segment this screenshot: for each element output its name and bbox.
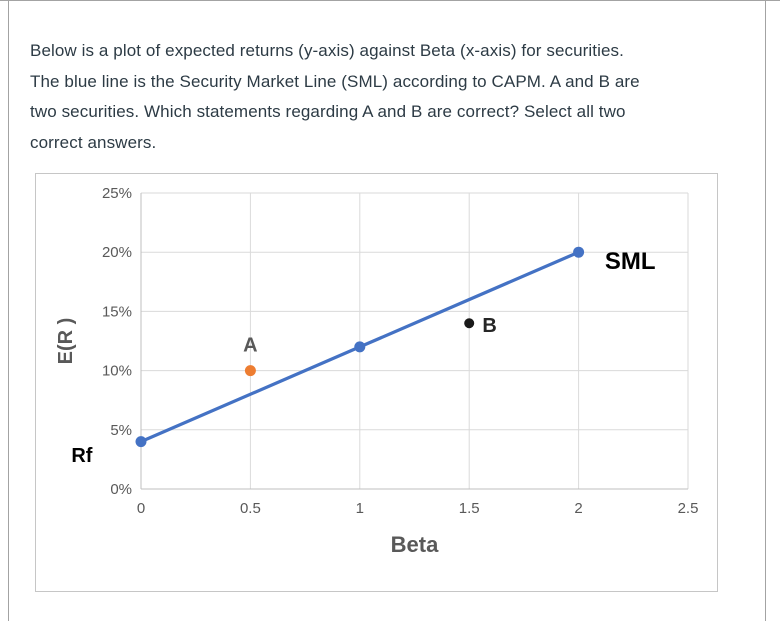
y-tick-label: 20% — [102, 244, 132, 261]
question-line-2: The blue line is the Security Market Lin… — [30, 71, 640, 91]
annotation-sml: SML — [605, 248, 656, 275]
x-tick-label: 2 — [574, 500, 582, 517]
data-point-sml — [573, 246, 585, 258]
data-point-sml — [135, 436, 147, 448]
data-point-b — [464, 318, 475, 329]
y-tick-label: 25% — [102, 185, 132, 202]
data-point-a — [244, 365, 256, 377]
chart-figure: 0 0.5 1 1.5 2 2.5 0% 5% 10% 15% 20% 25% Beta E(R ) SML… — [35, 173, 718, 592]
y-tick-label: 15% — [102, 303, 132, 320]
x-tick-label: 2.5 — [678, 500, 699, 517]
annotation-a: A — [243, 335, 257, 357]
y-tick-label: 10% — [102, 363, 132, 380]
x-axis-title: Beta — [391, 532, 439, 557]
annotation-rf: Rf — [71, 445, 92, 467]
x-tick-label: 1 — [356, 500, 364, 517]
page-right-border — [765, 0, 766, 621]
data-point-sml — [354, 341, 366, 353]
question-line-4: correct answers. — [30, 132, 157, 152]
page-left-border — [8, 0, 9, 621]
x-tick-label: 0.5 — [240, 500, 261, 517]
question-text: Below is a plot of expected returns (y-a… — [30, 36, 752, 158]
annotation-b: B — [482, 315, 496, 337]
y-tick-label: 5% — [110, 422, 132, 439]
y-axis-title: E(R ) — [55, 318, 77, 365]
question-line-3: two securities. Which statements regardi… — [30, 102, 626, 121]
question-line-1: Below is a plot of expected returns (y-a… — [30, 41, 624, 60]
x-tick-label: 0 — [137, 500, 145, 517]
y-tick-label: 0% — [110, 481, 132, 498]
sml-chart: 0 0.5 1 1.5 2 2.5 0% 5% 10% 15% 20% 25% Beta E(R ) SML… — [55, 185, 699, 557]
x-tick-label: 1.5 — [459, 500, 480, 517]
page-top-border — [0, 0, 780, 1]
